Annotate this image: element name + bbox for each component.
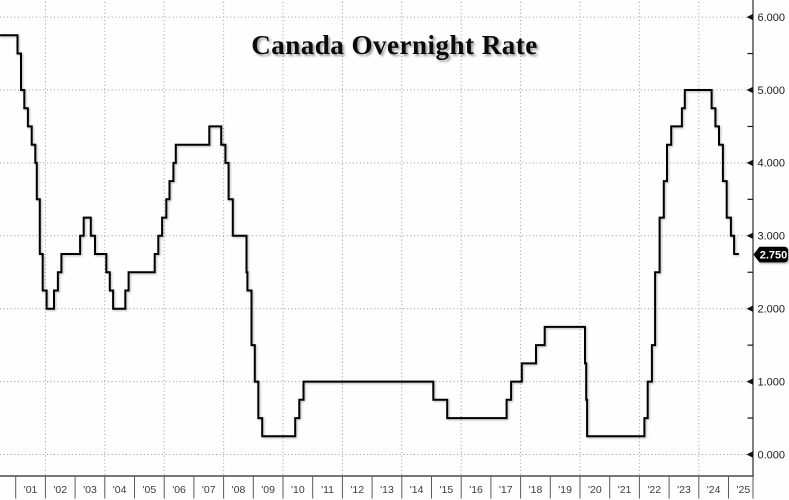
x-axis-year-label: '18: [529, 484, 543, 496]
x-axis-year-label: '06: [172, 484, 186, 496]
x-axis-year-label: '07: [202, 484, 216, 496]
y-axis-tick-label: 1.000: [758, 376, 786, 388]
y-axis-tick-arrow-icon: [746, 13, 753, 21]
last-price-badge: [753, 246, 788, 263]
x-axis-year-label: '15: [440, 484, 454, 496]
x-axis-year-label: '16: [469, 484, 483, 496]
y-axis-tick-arrow-icon: [746, 159, 753, 167]
x-axis-year-label: '02: [53, 484, 67, 496]
y-axis-tick-label: 5.000: [758, 85, 786, 97]
x-axis-year-label: '19: [558, 484, 572, 496]
x-axis-year-label: '17: [499, 484, 513, 496]
x-axis-year-label: '23: [677, 484, 691, 496]
x-axis-year-label: '04: [113, 484, 127, 496]
x-axis-year-label: '14: [410, 484, 424, 496]
x-axis-year-label: '20: [588, 484, 602, 496]
x-axis-year-label: '03: [83, 484, 97, 496]
last-price-label: 2.750: [760, 249, 788, 261]
x-axis-year-label: '01: [24, 484, 38, 496]
x-axis-year-label: '25: [737, 484, 751, 496]
y-axis-tick-label: 6.000: [758, 12, 786, 24]
x-axis-year-label: '12: [350, 484, 364, 496]
x-axis-year-label: '09: [261, 484, 275, 496]
y-axis-tick-arrow-icon: [746, 305, 753, 312]
rate-step-line: [0, 34, 739, 438]
x-axis-year-label: '13: [380, 484, 394, 496]
y-axis-tick-label: 3.000: [758, 231, 786, 243]
y-axis-tick-label: 0.000: [758, 449, 786, 461]
x-axis-year-label: '22: [647, 484, 661, 496]
x-axis-year-label: '11: [321, 484, 334, 496]
x-axis-year-label: '08: [232, 484, 246, 496]
y-axis-tick-arrow-icon: [746, 232, 753, 239]
x-axis-year-label: '24: [707, 484, 721, 496]
x-axis-year-label: '21: [618, 484, 632, 496]
x-axis-year-label: '10: [291, 484, 305, 496]
y-axis-tick-label: 4.000: [758, 158, 786, 170]
x-axis-year-label: '05: [143, 484, 157, 496]
y-axis-tick-arrow-icon: [746, 378, 753, 385]
y-axis-tick-arrow-icon: [746, 451, 753, 458]
y-axis-tick-arrow-icon: [746, 86, 753, 94]
y-axis-tick-label: 2.000: [758, 304, 786, 316]
